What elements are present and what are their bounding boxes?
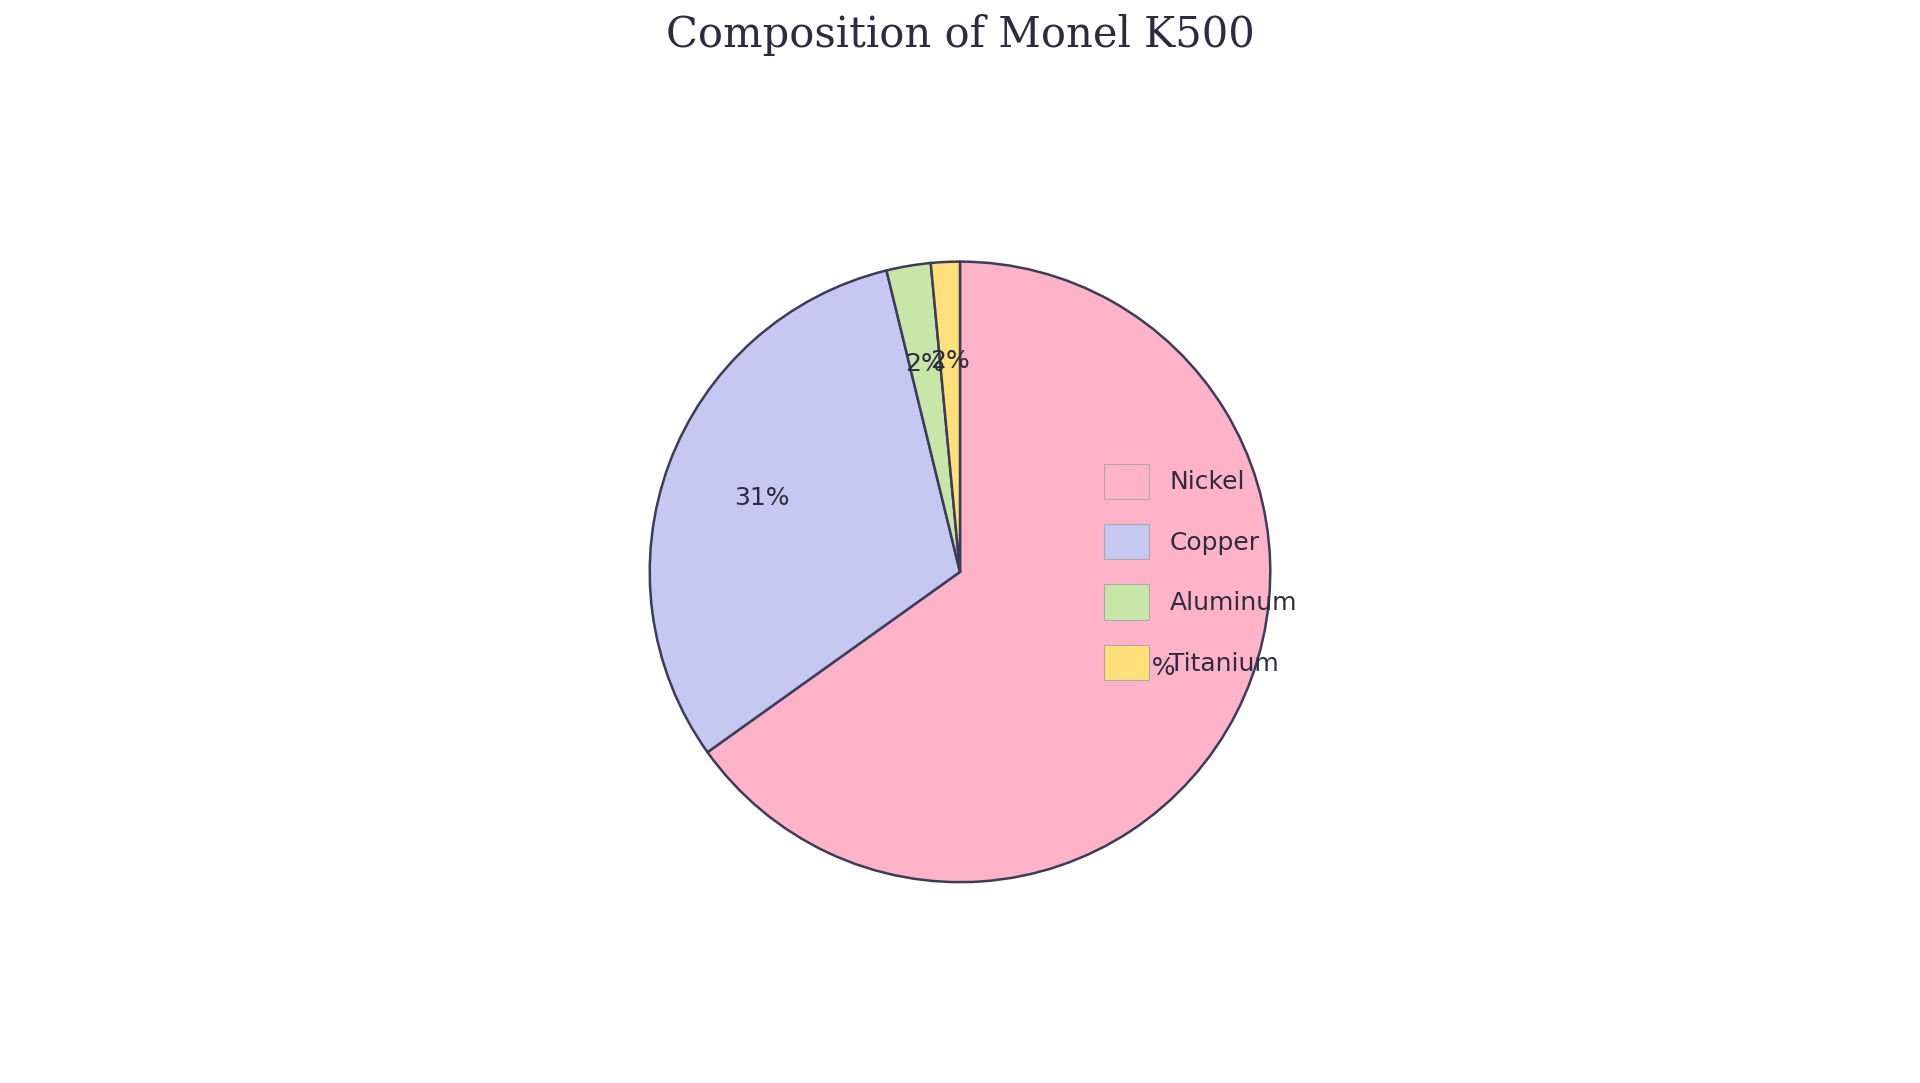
Text: 65%: 65%: [1119, 656, 1175, 680]
Legend: Nickel, Copper, Aluminum, Titanium: Nickel, Copper, Aluminum, Titanium: [1092, 452, 1309, 693]
Wedge shape: [707, 262, 1271, 883]
Text: 2%: 2%: [904, 352, 945, 376]
Wedge shape: [931, 262, 960, 572]
Text: 31%: 31%: [735, 486, 789, 510]
Wedge shape: [649, 271, 960, 753]
Text: 2%: 2%: [929, 349, 970, 374]
Title: Composition of Monel K500: Composition of Monel K500: [666, 14, 1254, 56]
Wedge shape: [887, 263, 960, 572]
